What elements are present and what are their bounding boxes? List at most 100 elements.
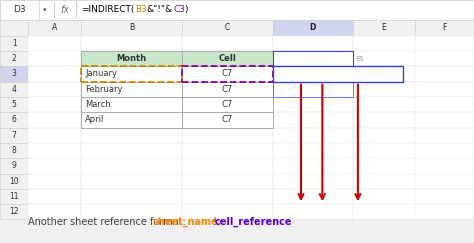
Text: 7: 7 bbox=[12, 131, 17, 140]
Bar bbox=[273, 128, 353, 143]
Bar bbox=[182, 82, 273, 97]
Bar bbox=[0, 158, 28, 174]
Bar bbox=[415, 128, 474, 143]
Text: E: E bbox=[382, 23, 386, 32]
Bar bbox=[273, 174, 353, 189]
Text: =INDIRECT(: =INDIRECT( bbox=[81, 5, 134, 15]
Bar bbox=[182, 97, 273, 112]
Bar bbox=[182, 174, 273, 189]
Bar bbox=[353, 158, 415, 174]
Bar bbox=[415, 66, 474, 82]
Text: 1: 1 bbox=[12, 39, 17, 48]
Bar bbox=[0, 0, 474, 20]
Bar bbox=[415, 97, 474, 112]
Text: D: D bbox=[310, 23, 316, 32]
Text: A: A bbox=[52, 23, 57, 32]
Bar bbox=[28, 20, 81, 36]
Bar bbox=[353, 174, 415, 189]
Bar bbox=[0, 20, 28, 36]
Bar bbox=[273, 143, 353, 158]
Text: 3: 3 bbox=[12, 69, 17, 78]
Text: &"!"&: &"!"& bbox=[337, 69, 359, 78]
Text: C7: C7 bbox=[222, 115, 233, 124]
Text: D3: D3 bbox=[13, 5, 26, 15]
Bar bbox=[182, 66, 273, 82]
Bar bbox=[415, 20, 474, 36]
Bar bbox=[81, 97, 182, 112]
Bar bbox=[353, 36, 415, 51]
Text: 5: 5 bbox=[12, 100, 17, 109]
Bar bbox=[28, 204, 81, 219]
Bar bbox=[273, 97, 353, 112]
Bar bbox=[28, 82, 81, 97]
Bar bbox=[353, 143, 415, 158]
Bar bbox=[0, 204, 28, 219]
Bar bbox=[0, 36, 28, 51]
Bar bbox=[182, 51, 273, 66]
Bar bbox=[353, 128, 415, 143]
Text: 11: 11 bbox=[9, 192, 19, 201]
Text: Cell: Cell bbox=[219, 54, 237, 63]
Bar bbox=[81, 174, 182, 189]
Text: C7: C7 bbox=[222, 100, 233, 109]
Bar bbox=[28, 66, 81, 82]
Text: C7: C7 bbox=[222, 85, 233, 94]
Text: ▾: ▾ bbox=[43, 7, 46, 13]
Text: C3: C3 bbox=[362, 69, 373, 78]
Text: Another sheet reference format:: Another sheet reference format: bbox=[28, 217, 189, 227]
Bar bbox=[415, 36, 474, 51]
Text: Month: Month bbox=[117, 54, 146, 63]
Bar bbox=[353, 204, 415, 219]
Bar bbox=[353, 51, 415, 66]
Text: fx: fx bbox=[60, 5, 69, 15]
Bar bbox=[273, 66, 353, 82]
Bar bbox=[28, 36, 81, 51]
Bar bbox=[81, 189, 182, 204]
Bar bbox=[182, 128, 273, 143]
Bar bbox=[415, 112, 474, 128]
Bar bbox=[0, 174, 28, 189]
Bar bbox=[273, 51, 353, 66]
Bar bbox=[273, 158, 353, 174]
Text: ): ) bbox=[184, 5, 188, 15]
Bar bbox=[28, 51, 81, 66]
Text: es: es bbox=[356, 54, 364, 63]
Bar bbox=[415, 158, 474, 174]
Text: cell_reference: cell_reference bbox=[215, 217, 292, 227]
Bar bbox=[81, 66, 182, 82]
Text: February: February bbox=[85, 85, 123, 94]
Bar bbox=[81, 51, 182, 66]
Bar bbox=[273, 112, 353, 128]
Bar bbox=[415, 204, 474, 219]
Bar bbox=[0, 66, 28, 82]
Bar bbox=[353, 66, 415, 82]
Bar bbox=[182, 51, 273, 66]
Bar bbox=[353, 20, 415, 36]
Bar bbox=[81, 82, 182, 97]
Bar bbox=[273, 82, 353, 97]
Bar bbox=[0, 0, 39, 20]
Bar bbox=[0, 143, 28, 158]
Bar bbox=[182, 66, 273, 82]
Bar bbox=[415, 51, 474, 66]
Bar bbox=[182, 66, 273, 82]
Bar bbox=[28, 112, 81, 128]
Text: F: F bbox=[442, 23, 447, 32]
Bar bbox=[182, 158, 273, 174]
Bar bbox=[81, 36, 182, 51]
Bar bbox=[353, 82, 415, 97]
Bar bbox=[415, 82, 474, 97]
Text: 12: 12 bbox=[9, 207, 19, 216]
Text: January: January bbox=[85, 69, 118, 78]
Text: B: B bbox=[129, 23, 134, 32]
Bar bbox=[28, 189, 81, 204]
Bar bbox=[81, 97, 182, 112]
Text: !: ! bbox=[212, 217, 216, 227]
Bar bbox=[28, 97, 81, 112]
Bar bbox=[353, 97, 415, 112]
Bar bbox=[273, 66, 403, 82]
Text: C7: C7 bbox=[222, 69, 233, 78]
Bar bbox=[81, 143, 182, 158]
Bar bbox=[273, 20, 353, 36]
Bar bbox=[353, 112, 415, 128]
